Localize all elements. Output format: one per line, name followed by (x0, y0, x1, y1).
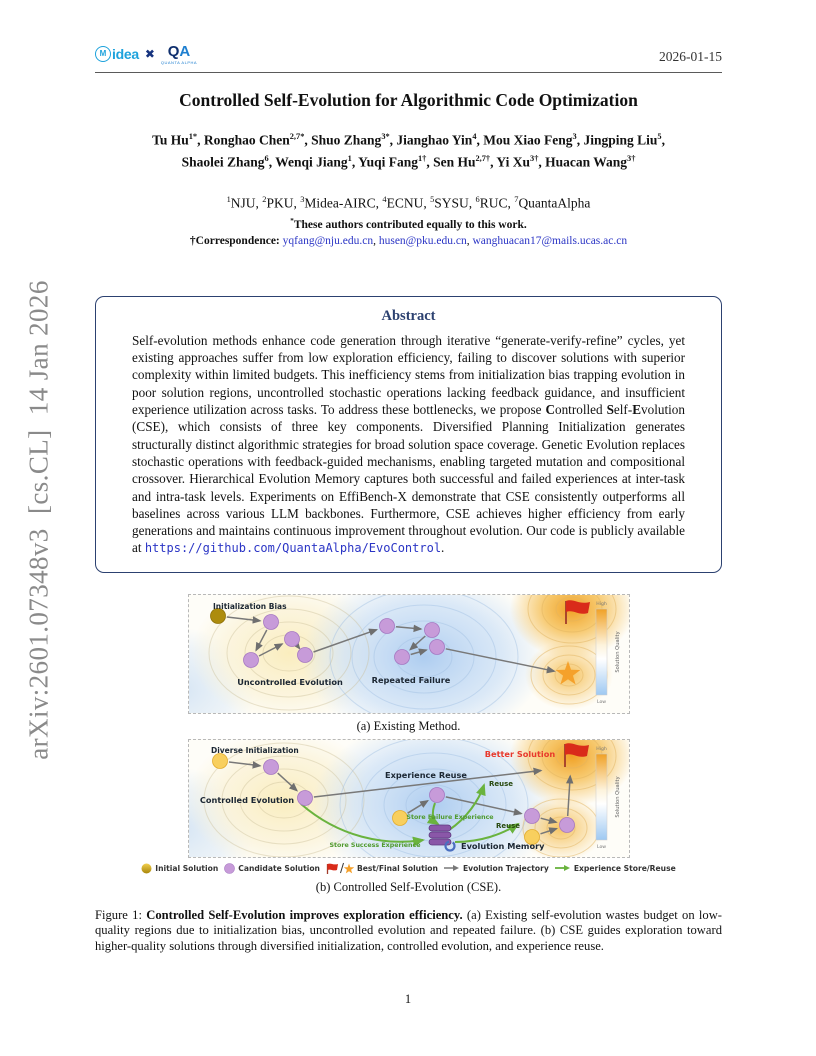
candidate-solution-dots (262, 758, 575, 833)
code-repo-link[interactable]: https://github.com/QuantaAlpha/EvoContro… (144, 541, 442, 556)
panel-b-caption: (b) Controlled Self-Evolution (CSE). (315, 879, 502, 894)
abstract-text: Self-evolution methods enhance code gene… (132, 332, 685, 556)
legend-evolution-trajectory: Evolution Trajectory (443, 864, 549, 873)
initial-solution-dot (209, 607, 226, 624)
equal-contribution-note: *These authors contributed equally to th… (290, 217, 527, 231)
label-experience-reuse: Experience Reuse (385, 770, 467, 780)
candidate-dot-icon (224, 862, 236, 874)
colorbar-axis-label: Solution Quality (615, 776, 621, 817)
correspondence-label: †Correspondence: (189, 234, 280, 247)
arxiv-sidebar-text: arXiv:2601.07348v3 [cs.CL] 14 Jan 2026 (23, 280, 54, 760)
page-header: M idea ✖ QA QUANTA ALPHA 2026-01-15 (95, 44, 722, 73)
colorbar-axis-label: Solution Quality (615, 631, 621, 672)
colorbar-high-label: High (596, 601, 607, 607)
label-diverse-initialization: Diverse Initialization (211, 746, 299, 755)
green-arrow-icon (554, 865, 570, 872)
figure-panel-a: Initialization Bias Uncontrolled Evoluti… (187, 593, 630, 714)
label-better-solution: Better Solution (484, 749, 555, 759)
legend-experience-store-reuse: Experience Store/Reuse (554, 864, 676, 873)
evolution-memory-icon (428, 824, 456, 852)
abstract-box: Abstract Self-evolution methods enhance … (95, 295, 722, 573)
label-store-failure: Store Failure Experience (406, 814, 493, 821)
figure-1: Initialization Bias Uncontrolled Evoluti… (141, 593, 676, 895)
midea-logo: M idea (95, 46, 139, 63)
figure-panel-b: Diverse Initialization Controlled Evolut… (187, 738, 630, 858)
label-controlled-evolution: Controlled Evolution (199, 795, 293, 805)
paper-date: 2026-01-15 (659, 48, 722, 64)
affiliations: 1NJU, 2PKU, 3Midea-AIRC, 4ECNU, 5SYSU, 6… (226, 194, 591, 211)
label-repeated-failure: Repeated Failure (371, 675, 450, 685)
best-solution-flag-icon (564, 599, 590, 624)
colorbar-high-label: High (596, 746, 607, 752)
correspondence-note: †Correspondence: yqfang@nju.edu.cn, huse… (95, 235, 722, 247)
midea-m-icon: M (95, 46, 111, 63)
colorbar-a: High Low Solution Quality (595, 601, 621, 705)
qa-logo-q: Q (167, 43, 180, 60)
page-number: 1 (404, 992, 412, 1006)
author-line-1: Tu Hu1*, Ronghao Chen2,7*, Shuo Zhang3*,… (152, 131, 665, 148)
correspondence-emails: yqfang@nju.edu.cn, husen@pku.edu.cn, wan… (282, 234, 628, 247)
label-reuse-1: Reuse (489, 780, 513, 788)
panel-b-canvas: Diverse Initialization Controlled Evolut… (188, 739, 629, 857)
legend-initial-solution: Initial Solution (141, 863, 218, 874)
email-link[interactable]: husen@pku.edu.cn (378, 234, 467, 247)
legend-candidate-solution: Candidate Solution (224, 862, 320, 874)
panel-a-canvas: Initialization Bias Uncontrolled Evoluti… (188, 594, 629, 713)
qa-logo-subtext: QUANTA ALPHA (160, 59, 198, 65)
trajectory-arrows (226, 615, 556, 674)
trajectory-arrows (228, 760, 573, 835)
flag-star-icon (326, 862, 354, 874)
colorbar-b: High Low Solution Quality (595, 746, 621, 850)
label-uncontrolled-evolution: Uncontrolled Evolution (237, 677, 343, 687)
panel-a-caption: (a) Existing Method. (356, 718, 461, 733)
label-initialization-bias: Initialization Bias (213, 602, 287, 611)
label-store-success: Store Success Experience (329, 842, 420, 849)
label-evolution-memory: Evolution Memory (461, 841, 545, 851)
label-reuse-2: Reuse (496, 822, 520, 830)
quanta-alpha-logo: QA QUANTA ALPHA (161, 44, 197, 65)
colorbar-low-label: Low (596, 699, 605, 705)
email-link[interactable]: wanghuacan17@mails.ucas.ac.cn (472, 234, 628, 247)
qa-logo-a: A (179, 43, 191, 60)
midea-logo-text: idea (112, 46, 139, 63)
gray-arrow-icon (443, 865, 459, 872)
cross-icon: ✖ (144, 47, 155, 62)
colorbar-low-label: Low (596, 844, 605, 850)
initial-solution-dots (211, 752, 540, 845)
candidate-solution-dots (242, 613, 445, 668)
figure-legend: Initial Solution Candidate Solution Best… (141, 862, 676, 875)
contour-rings-left (203, 742, 364, 857)
initial-dot-icon (141, 863, 152, 874)
final-solution-star-icon (555, 660, 580, 685)
experience-arrows (299, 782, 520, 847)
author-line-2: Shaolei Zhang6, Wenqi Jiang1, Yuqi Fang1… (181, 153, 636, 170)
figure-1-caption: Figure 1: Controlled Self-Evolution impr… (95, 907, 722, 954)
paper-title: Controlled Self-Evolution for Algorithmi… (179, 89, 638, 110)
author-list: Tu Hu1*, Ronghao Chen2,7*, Shuo Zhang3*,… (95, 128, 722, 172)
legend-best-final-solution: Best/Final Solution (326, 862, 438, 875)
abstract-heading: Abstract (381, 307, 436, 324)
email-link[interactable]: yqfang@nju.edu.cn (282, 234, 374, 247)
better-solution-flag-icon (563, 742, 589, 767)
org-logo: M idea ✖ QA QUANTA ALPHA (95, 44, 197, 65)
page-content: M idea ✖ QA QUANTA ALPHA 2026-01-15 Cont… (95, 44, 722, 955)
